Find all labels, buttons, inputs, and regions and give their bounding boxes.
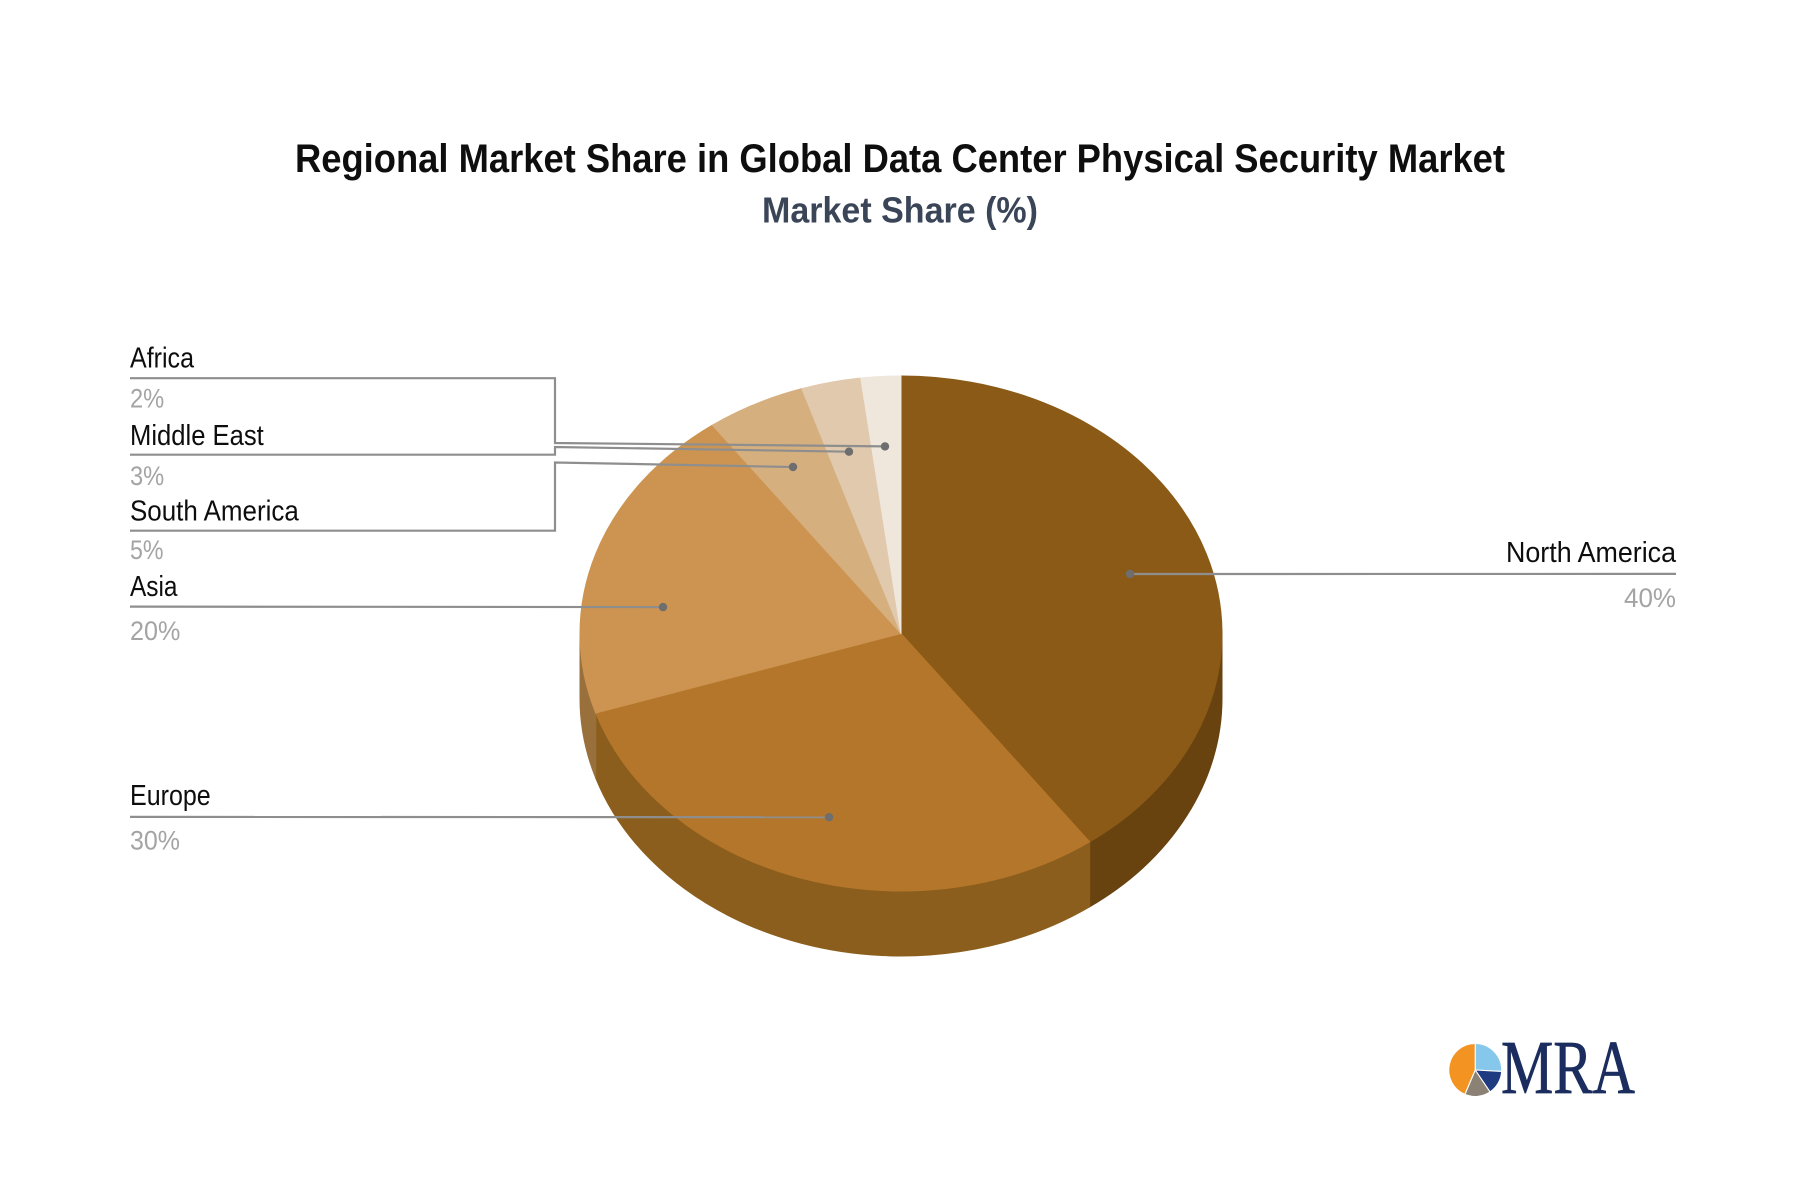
svg-text:Asia: Asia [130,571,178,603]
svg-text:Regional Market Share in Globa: Regional Market Share in Global Data Cen… [295,137,1505,181]
svg-text:Market Share (%): Market Share (%) [762,189,1038,230]
svg-text:2%: 2% [130,384,164,414]
svg-text:5%: 5% [130,535,164,565]
svg-text:3%: 3% [130,461,164,491]
svg-text:20%: 20% [130,616,180,646]
svg-text:South America: South America [130,495,299,527]
svg-text:30%: 30% [130,825,180,855]
svg-text:Europe: Europe [130,780,211,812]
svg-text:MRA: MRA [1501,1026,1635,1110]
svg-text:North America: North America [1506,537,1676,569]
svg-text:Middle East: Middle East [130,420,264,452]
svg-text:40%: 40% [1624,583,1676,613]
svg-text:Africa: Africa [130,343,194,375]
